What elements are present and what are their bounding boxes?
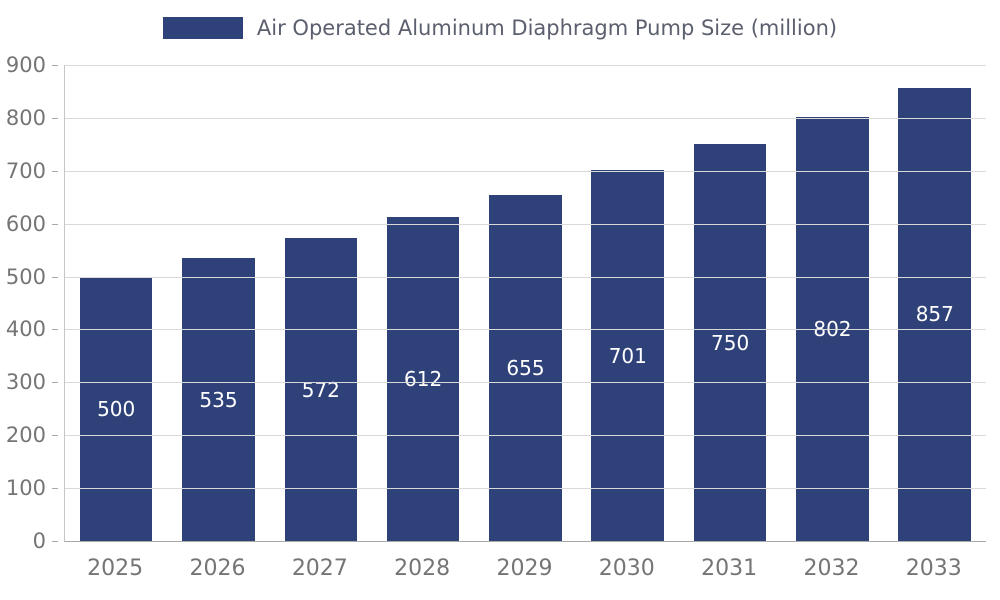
bar-2026: 535 <box>182 258 255 541</box>
y-axis-tick-label: 600 <box>5 211 46 236</box>
bar-value-label: 655 <box>506 355 545 380</box>
x-axis-tick-label: 2026 <box>189 556 246 581</box>
y-axis-tick-label: 200 <box>5 423 46 448</box>
bar-slot-2030: 701 <box>577 65 679 541</box>
bar-2027: 572 <box>284 238 358 541</box>
x-axis-tick-label: 2025 <box>87 556 144 581</box>
gridline <box>65 117 986 119</box>
bar-slot-2029: 655 <box>474 65 576 541</box>
bar-slot-2028: 612 <box>372 65 474 541</box>
y-axis-tick-mark <box>52 276 58 278</box>
x-axis-tick-label: 2032 <box>803 556 860 581</box>
bar-value-label: 535 <box>199 387 238 412</box>
x-axis-tick-label: 2031 <box>701 556 758 581</box>
bar-slot-2032: 802 <box>781 65 883 541</box>
y-axis-tick-label: 800 <box>5 105 46 130</box>
bar-2031: 750 <box>693 144 767 541</box>
legend-swatch <box>162 17 243 39</box>
bar-value-label: 612 <box>404 367 443 392</box>
y-axis-tick-mark <box>52 170 58 172</box>
gridline <box>65 65 986 66</box>
y-axis-tick-mark <box>52 382 58 384</box>
x-axis: 2025 2026 2027 2028 2029 2030 2031 2032 2033 <box>64 556 985 581</box>
bar-2028: 612 <box>386 217 460 541</box>
y-axis-tick-label: 900 <box>5 53 46 77</box>
bar-value-label: 802 <box>813 316 852 341</box>
gridline <box>65 382 986 384</box>
gridline <box>65 276 986 278</box>
bar-2030: 701 <box>591 170 665 541</box>
y-axis-tick-mark <box>52 65 58 66</box>
y-axis-tick-mark <box>52 435 58 437</box>
bars-container: 500 535 572 612 655 701 750 802 857 <box>65 65 986 541</box>
bar-2025: 500 <box>79 276 153 541</box>
y-axis-tick-label: 100 <box>5 476 46 501</box>
bar-slot-2033: 857 <box>884 65 986 541</box>
legend: Air Operated Aluminum Diaphragm Pump Siz… <box>0 16 1000 40</box>
bar-2033: 857 <box>898 87 972 541</box>
bar-value-label: 701 <box>608 343 647 368</box>
y-axis-tick-mark <box>52 329 58 331</box>
gridline <box>65 223 986 225</box>
x-axis-tick-label: 2029 <box>496 556 553 581</box>
x-axis-tick-label: 2027 <box>291 556 348 581</box>
y-axis-tick-label: 300 <box>5 370 46 395</box>
bar-slot-2026: 535 <box>167 65 269 541</box>
bar-value-label: 572 <box>301 377 340 402</box>
gridline <box>65 488 986 490</box>
plot-area: 500 535 572 612 655 701 750 802 857 <box>64 65 986 542</box>
bar-2032: 802 <box>796 116 869 541</box>
gridline <box>65 329 986 331</box>
y-axis-tick-label: 0 <box>32 529 46 553</box>
y-axis-tick-label: 400 <box>5 317 46 342</box>
bar-slot-2025: 500 <box>65 65 167 541</box>
x-axis-tick-label: 2028 <box>394 556 451 581</box>
bar-value-label: 500 <box>97 396 136 421</box>
bar-slot-2031: 750 <box>679 65 781 541</box>
bar-value-label: 857 <box>915 302 954 327</box>
y-axis-tick-label: 700 <box>5 158 46 183</box>
x-axis-tick-label: 2033 <box>905 556 962 581</box>
y-axis-tick-mark <box>52 541 58 542</box>
y-axis-tick-mark <box>52 223 58 225</box>
bar-slot-2027: 572 <box>270 65 372 541</box>
gridline <box>65 170 986 172</box>
y-axis-tick-mark <box>52 117 58 119</box>
bar-2029: 655 <box>489 194 562 541</box>
y-axis-tick-label: 500 <box>5 264 46 289</box>
x-axis-tick-label: 2030 <box>598 556 655 581</box>
y-axis-tick-mark <box>52 488 58 490</box>
bar-value-label: 750 <box>711 330 750 355</box>
y-axis: 0 100 200 300 400 500 600 700 800 900 <box>0 53 58 553</box>
gridline <box>65 435 986 437</box>
chart-title: Air Operated Aluminum Diaphragm Pump Siz… <box>256 16 838 40</box>
